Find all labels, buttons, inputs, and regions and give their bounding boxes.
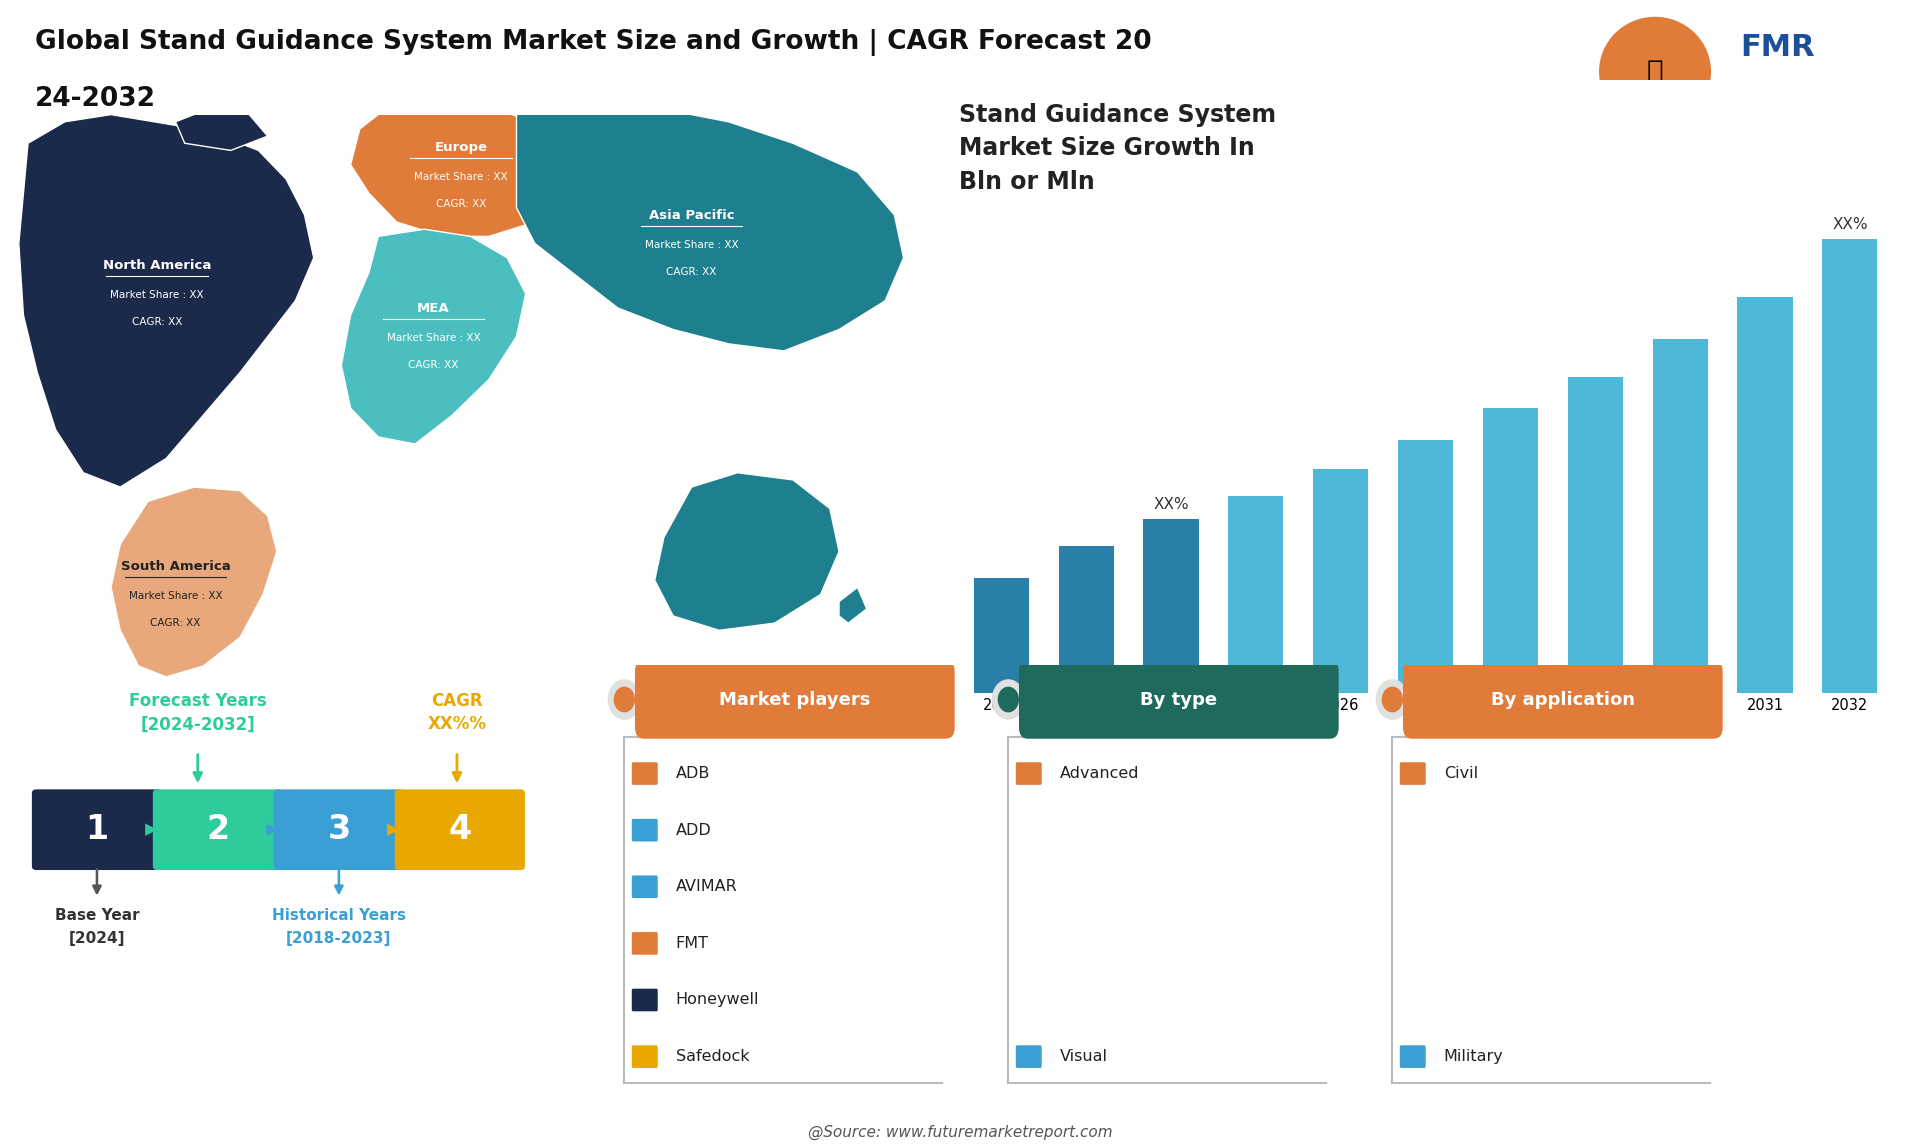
Text: Safedock: Safedock bbox=[676, 1049, 749, 1065]
Text: Honeywell: Honeywell bbox=[676, 992, 758, 1007]
Text: CAGR: CAGR bbox=[432, 692, 482, 711]
Text: South America: South America bbox=[121, 560, 230, 573]
Polygon shape bbox=[175, 108, 267, 150]
Text: Market Share : XX: Market Share : XX bbox=[386, 333, 480, 343]
Bar bbox=[1653, 339, 1707, 693]
Bar bbox=[1482, 408, 1538, 693]
FancyBboxPatch shape bbox=[396, 790, 524, 870]
Text: ADB: ADB bbox=[676, 766, 710, 782]
Circle shape bbox=[1377, 680, 1407, 720]
FancyBboxPatch shape bbox=[33, 790, 161, 870]
Polygon shape bbox=[655, 472, 839, 630]
Text: FMT: FMT bbox=[676, 936, 708, 951]
FancyBboxPatch shape bbox=[1020, 660, 1338, 739]
FancyBboxPatch shape bbox=[636, 660, 954, 739]
Text: Visual: Visual bbox=[1060, 1049, 1108, 1065]
Bar bbox=[1822, 240, 1878, 693]
Text: XX%: XX% bbox=[1832, 218, 1868, 233]
Text: Market players: Market players bbox=[720, 691, 870, 708]
Bar bbox=[1313, 469, 1369, 693]
FancyBboxPatch shape bbox=[632, 989, 659, 1011]
FancyBboxPatch shape bbox=[632, 932, 659, 955]
Bar bbox=[1398, 440, 1453, 693]
Polygon shape bbox=[342, 229, 526, 444]
Text: MEA: MEA bbox=[417, 303, 449, 315]
FancyBboxPatch shape bbox=[1016, 1045, 1043, 1068]
Bar bbox=[1144, 519, 1198, 693]
Text: ADD: ADD bbox=[676, 823, 712, 838]
Text: 1: 1 bbox=[84, 814, 109, 846]
Text: Market Share : XX: Market Share : XX bbox=[109, 290, 204, 300]
Text: Asia Pacific: Asia Pacific bbox=[649, 209, 733, 222]
Polygon shape bbox=[111, 487, 276, 677]
Text: [2018-2023]: [2018-2023] bbox=[286, 931, 392, 945]
Text: North America: North America bbox=[104, 259, 211, 272]
Text: @Source: www.futuremarketreport.com: @Source: www.futuremarketreport.com bbox=[808, 1125, 1112, 1140]
Circle shape bbox=[1382, 688, 1402, 712]
Text: XX%: XX% bbox=[1154, 496, 1188, 511]
Text: CAGR: XX: CAGR: XX bbox=[436, 199, 486, 209]
Circle shape bbox=[609, 680, 641, 720]
FancyBboxPatch shape bbox=[632, 819, 659, 841]
FancyBboxPatch shape bbox=[632, 876, 659, 898]
Text: CAGR: XX: CAGR: XX bbox=[409, 360, 459, 370]
Text: Military: Military bbox=[1444, 1049, 1503, 1065]
Text: 3: 3 bbox=[326, 814, 351, 846]
Text: 24-2032: 24-2032 bbox=[35, 86, 156, 112]
FancyBboxPatch shape bbox=[632, 1045, 659, 1068]
Text: XX%%: XX%% bbox=[428, 715, 486, 733]
FancyBboxPatch shape bbox=[154, 790, 282, 870]
Text: Global Stand Guidance System Market Size and Growth | CAGR Forecast 20: Global Stand Guidance System Market Size… bbox=[35, 29, 1152, 56]
Text: Base Year: Base Year bbox=[54, 908, 140, 923]
Text: CAGR: XX: CAGR: XX bbox=[132, 317, 182, 328]
Polygon shape bbox=[516, 101, 904, 351]
Text: CAGR: XX: CAGR: XX bbox=[666, 267, 716, 277]
Text: 🔭: 🔭 bbox=[1647, 57, 1663, 86]
Text: By type: By type bbox=[1140, 691, 1217, 708]
Text: Europe: Europe bbox=[434, 141, 488, 154]
Bar bbox=[1229, 495, 1283, 693]
Text: Advanced: Advanced bbox=[1060, 766, 1139, 782]
Circle shape bbox=[1599, 17, 1711, 126]
Text: FUTURE MARKET REPORT: FUTURE MARKET REPORT bbox=[1730, 88, 1826, 97]
Polygon shape bbox=[19, 115, 313, 487]
Bar bbox=[1058, 547, 1114, 693]
Circle shape bbox=[993, 680, 1025, 720]
FancyBboxPatch shape bbox=[1400, 1045, 1427, 1068]
FancyBboxPatch shape bbox=[275, 790, 403, 870]
Text: [2024-2032]: [2024-2032] bbox=[140, 715, 255, 733]
Circle shape bbox=[614, 688, 634, 712]
Text: CAGR: XX: CAGR: XX bbox=[150, 618, 202, 628]
Text: FMR: FMR bbox=[1741, 33, 1814, 62]
Text: Civil: Civil bbox=[1444, 766, 1478, 782]
Text: 2: 2 bbox=[205, 814, 230, 846]
Text: AVIMAR: AVIMAR bbox=[676, 879, 737, 894]
Circle shape bbox=[998, 688, 1018, 712]
FancyBboxPatch shape bbox=[632, 762, 659, 785]
Text: Market Share : XX: Market Share : XX bbox=[129, 591, 223, 601]
Bar bbox=[1569, 377, 1622, 693]
Text: Forecast Years: Forecast Years bbox=[129, 692, 267, 711]
FancyBboxPatch shape bbox=[1016, 762, 1043, 785]
Polygon shape bbox=[351, 104, 589, 236]
Text: Market Share : XX: Market Share : XX bbox=[645, 240, 739, 250]
Text: Stand Guidance System
Market Size Growth In
Bln or Mln: Stand Guidance System Market Size Growth… bbox=[958, 103, 1277, 194]
Polygon shape bbox=[839, 587, 866, 623]
Text: [2024]: [2024] bbox=[69, 931, 125, 945]
FancyBboxPatch shape bbox=[1400, 762, 1427, 785]
Text: Market Share : XX: Market Share : XX bbox=[415, 172, 509, 182]
Text: By application: By application bbox=[1490, 691, 1634, 708]
Text: 4: 4 bbox=[447, 814, 472, 846]
Bar bbox=[1738, 297, 1793, 693]
Text: Historical Years: Historical Years bbox=[273, 908, 405, 923]
FancyBboxPatch shape bbox=[1404, 660, 1722, 739]
Bar bbox=[973, 579, 1029, 693]
